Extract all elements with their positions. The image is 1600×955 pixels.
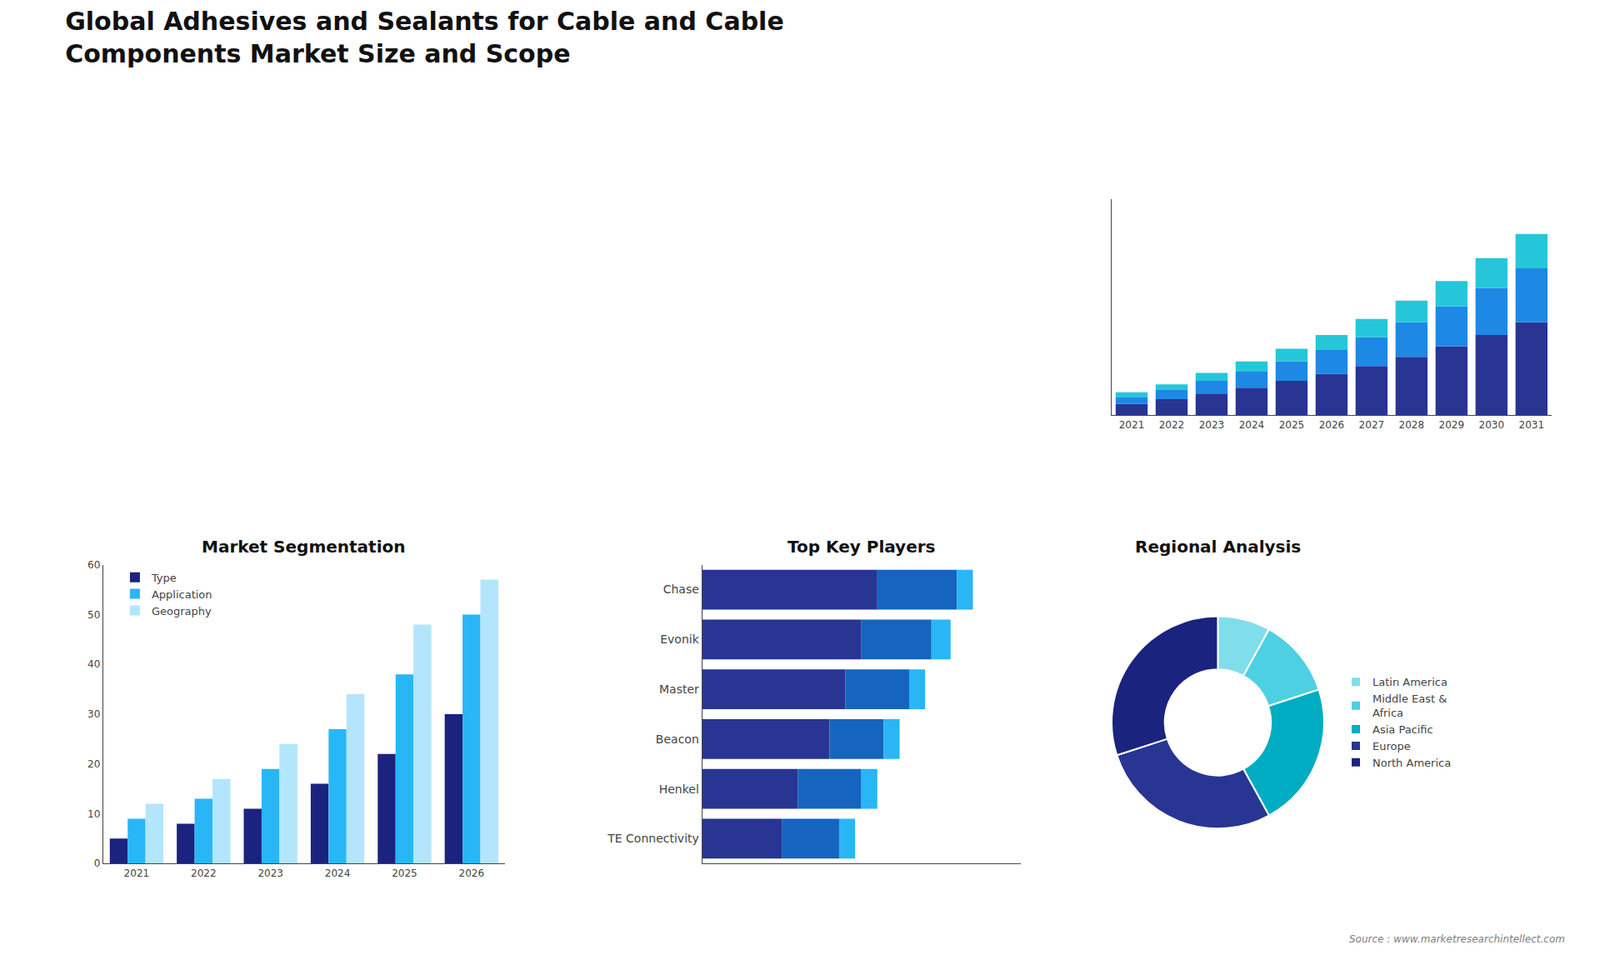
svg-text:2024: 2024 — [325, 867, 351, 880]
svg-text:Evonik: Evonik — [660, 632, 700, 646]
svg-text:Master: Master — [659, 682, 700, 696]
svg-text:North America: North America — [1372, 756, 1451, 770]
svg-text:2024: 2024 — [1239, 419, 1265, 431]
svg-text:Europe: Europe — [1372, 740, 1411, 753]
svg-text:2027: 2027 — [1359, 419, 1385, 431]
svg-text:20: 20 — [87, 758, 100, 770]
svg-text:2021: 2021 — [1119, 419, 1145, 431]
svg-text:Type: Type — [150, 571, 177, 585]
svg-text:2022: 2022 — [1159, 419, 1185, 431]
svg-text:2022: 2022 — [190, 867, 217, 880]
svg-text:2029: 2029 — [1439, 419, 1465, 431]
svg-text:Latin America: Latin America — [1372, 675, 1448, 689]
svg-text:Asia Pacific: Asia Pacific — [1372, 723, 1434, 736]
svg-text:Regional Analysis: Regional Analysis — [1135, 536, 1301, 557]
svg-text:2028: 2028 — [1399, 419, 1425, 431]
svg-text:2026: 2026 — [459, 867, 485, 880]
svg-text:2025: 2025 — [391, 867, 418, 880]
svg-text:60: 60 — [87, 559, 100, 571]
svg-text:2023: 2023 — [1199, 419, 1225, 431]
svg-text:Middle East &Africa: Middle East &Africa — [1372, 692, 1447, 720]
svg-text:2023: 2023 — [257, 867, 284, 880]
svg-text:40: 40 — [87, 658, 100, 670]
svg-text:Chase: Chase — [663, 582, 700, 596]
svg-text:Market Segmentation: Market Segmentation — [201, 536, 406, 557]
svg-text:2021: 2021 — [124, 867, 150, 880]
svg-text:Global Adhesives and Sealants: Global Adhesives and Sealants for Cable … — [65, 6, 785, 69]
svg-text:0: 0 — [94, 857, 101, 870]
svg-text:30: 30 — [87, 708, 100, 720]
svg-text:2026: 2026 — [1319, 419, 1345, 431]
svg-text:Henkel: Henkel — [659, 782, 700, 796]
svg-text:Top Key Players: Top Key Players — [787, 536, 935, 557]
svg-text:Application: Application — [151, 588, 213, 601]
svg-text:2025: 2025 — [1279, 419, 1305, 431]
svg-text:Source : www.marketresearchint: Source : www.marketresearchintellect.com — [1349, 933, 1565, 945]
svg-text:10: 10 — [87, 808, 100, 820]
svg-text:TE Connectivity: TE Connectivity — [606, 831, 700, 845]
svg-text:2031: 2031 — [1519, 419, 1545, 431]
svg-text:Geography: Geography — [151, 605, 212, 618]
svg-text:2030: 2030 — [1479, 419, 1505, 431]
svg-text:Beacon: Beacon — [655, 732, 700, 746]
svg-text:50: 50 — [87, 609, 100, 621]
